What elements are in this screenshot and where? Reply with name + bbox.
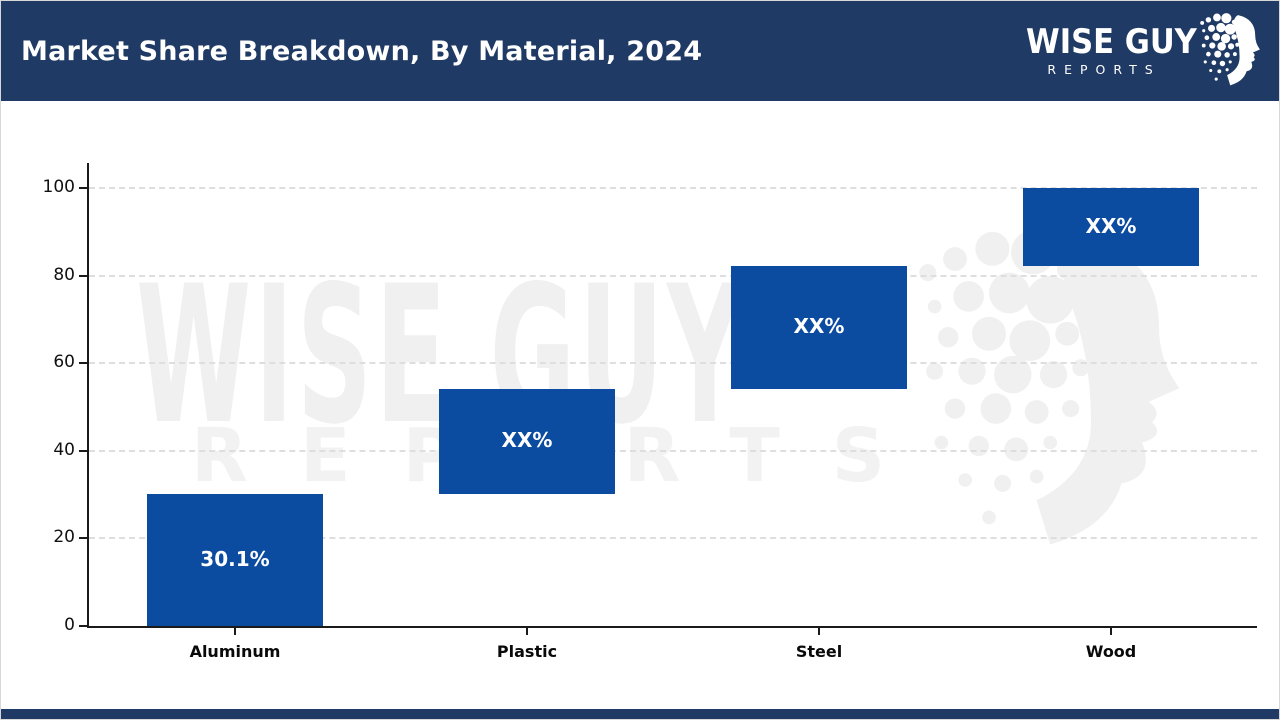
logo-subtitle: REPORTS: [1047, 62, 1161, 78]
gridline: [89, 449, 1257, 452]
wise-guy-reports-logo: WISE GUY REPORTS: [1007, 9, 1263, 93]
bar-value-label: XX%: [793, 314, 845, 339]
logo-wordmark: WISE GUY: [1026, 21, 1197, 62]
footer-bar: [1, 709, 1279, 719]
bar-aluminum: [147, 494, 323, 626]
gridline: [89, 274, 1257, 277]
header: Market Share Breakdown, By Material, 202…: [1, 1, 1279, 101]
y-axis-tick-label: 20: [53, 527, 75, 548]
y-axis-tick: [79, 537, 87, 540]
y-axis-tick-label: 40: [53, 439, 75, 460]
x-axis-tick: [526, 628, 528, 635]
x-axis-category-label: Steel: [795, 642, 843, 661]
x-axis-tick: [818, 628, 820, 635]
y-axis-line: [87, 163, 89, 628]
x-axis-line: [89, 626, 1257, 628]
x-axis-tick: [234, 628, 236, 635]
bar-value-label: 30.1%: [200, 547, 270, 572]
y-axis-tick-label: 100: [42, 177, 75, 197]
bar-steel: [731, 265, 907, 389]
gridline: [89, 537, 1257, 540]
y-axis-tick: [79, 449, 87, 452]
wise-guy-head-icon: [1200, 13, 1260, 86]
y-axis-tick: [79, 187, 87, 189]
x-axis-category-label: Plastic: [496, 642, 558, 661]
x-axis-category-label: Aluminum: [189, 642, 281, 661]
x-axis-category-label: Wood: [1085, 642, 1137, 661]
bar-plastic: [439, 388, 615, 495]
gridline: [89, 187, 1257, 189]
bar-value-label: XX%: [501, 428, 553, 453]
plot-area: 0 20 40 60 80 100 30.1% Aluminum XX% Plastic XX% St…: [1, 101, 1279, 711]
y-axis-tick: [79, 274, 87, 277]
logo-text: WISE GUY REPORTS: [1007, 21, 1197, 78]
bar-value-label: XX%: [1085, 213, 1137, 238]
y-axis-tick-label: 80: [53, 264, 75, 285]
waterfall-chart: WISE GUY REPORTS 02040608010030.1%Alumin…: [1, 101, 1279, 711]
page-title: Market Share Breakdown, By Material, 202…: [21, 35, 703, 67]
y-axis-tick: [79, 362, 87, 365]
x-axis-tick: [1110, 628, 1112, 635]
gridline: [89, 362, 1257, 365]
y-axis-tick-label: 0: [64, 615, 75, 635]
y-axis-tick: [79, 625, 87, 627]
y-axis-tick-label: 60: [53, 352, 75, 373]
